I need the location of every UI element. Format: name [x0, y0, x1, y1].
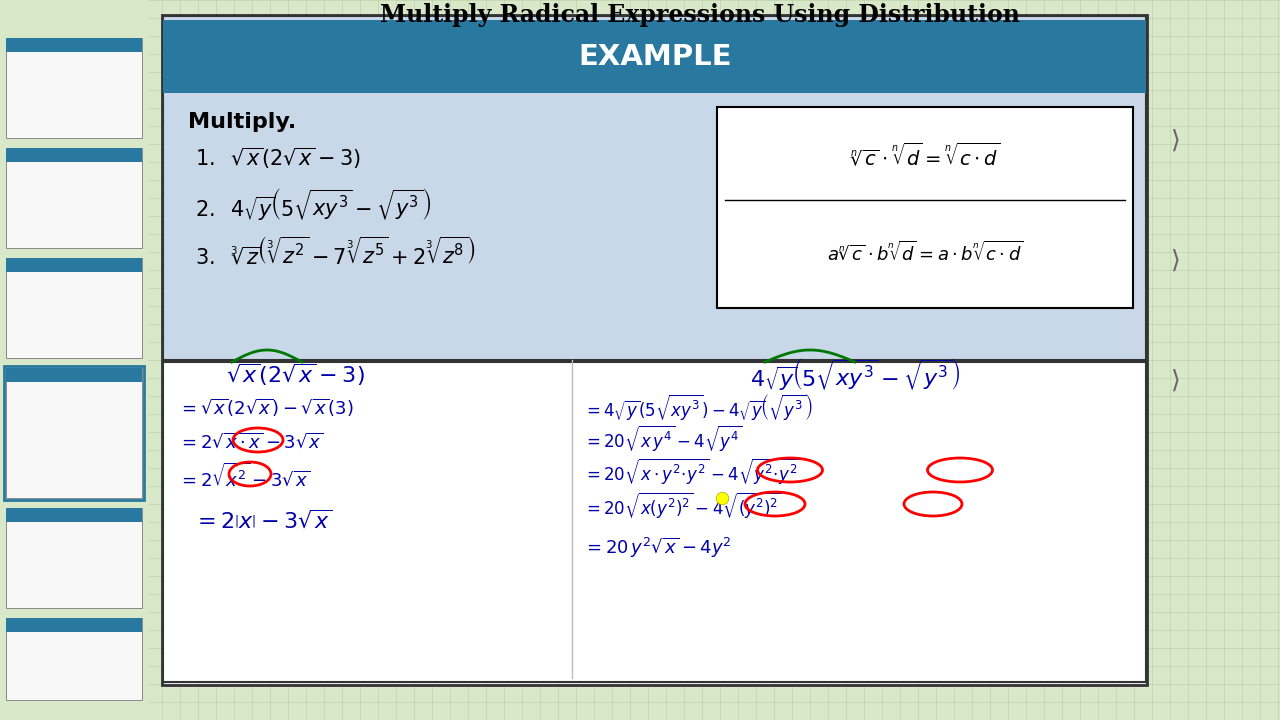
FancyBboxPatch shape: [6, 258, 142, 358]
Text: $=2\sqrt{x^2}-3\sqrt{x}$: $=2\sqrt{x^2}-3\sqrt{x}$: [178, 462, 310, 490]
FancyBboxPatch shape: [6, 148, 142, 162]
Text: $=2\left|x\right|-3\sqrt{x}$: $=2\left|x\right|-3\sqrt{x}$: [193, 508, 333, 531]
Text: Multiply.: Multiply.: [188, 112, 296, 132]
Text: $=20\,y^2\sqrt{x}-4y^2$: $=20\,y^2\sqrt{x}-4y^2$: [582, 536, 731, 560]
FancyBboxPatch shape: [163, 15, 1147, 685]
Text: $\sqrt[n]{c}\cdot\sqrt[n]{d}=\sqrt[n]{c\cdot d}$: $\sqrt[n]{c}\cdot\sqrt[n]{d}=\sqrt[n]{c\…: [850, 141, 1001, 169]
Text: $\rangle$: $\rangle$: [1170, 127, 1180, 153]
Text: $\mathit{3.}\;\;\sqrt[3]{z}\!\left(\sqrt[3]{z^2}-7\sqrt[3]{z^5}+2\sqrt[3]{z^8}\r: $\mathit{3.}\;\;\sqrt[3]{z}\!\left(\sqrt…: [195, 236, 476, 268]
FancyBboxPatch shape: [6, 618, 142, 632]
Text: $\sqrt{x}(2\sqrt{x}-3)$: $\sqrt{x}(2\sqrt{x}-3)$: [225, 362, 365, 388]
FancyBboxPatch shape: [163, 16, 1146, 360]
Text: $=20\sqrt{x(y^2)^2}-4\sqrt{(y^2)^2}$: $=20\sqrt{x(y^2)^2}-4\sqrt{(y^2)^2}$: [582, 491, 782, 521]
FancyBboxPatch shape: [163, 362, 1146, 682]
FancyBboxPatch shape: [6, 508, 142, 608]
Text: $a\sqrt[n]{c}\cdot b\sqrt[n]{d}=a\cdot b\sqrt[n]{c\cdot d}$: $a\sqrt[n]{c}\cdot b\sqrt[n]{d}=a\cdot b…: [827, 240, 1024, 264]
FancyBboxPatch shape: [0, 0, 148, 720]
Text: EXAMPLE: EXAMPLE: [579, 43, 732, 71]
FancyBboxPatch shape: [6, 258, 142, 272]
Text: $\mathit{2.}\;\;4\sqrt{y}\!\left(5\sqrt{xy^3}-\sqrt{y^3}\right)$: $\mathit{2.}\;\;4\sqrt{y}\!\left(5\sqrt{…: [195, 187, 431, 223]
Text: Multiply Radical Expressions Using Distribution: Multiply Radical Expressions Using Distr…: [380, 3, 1020, 27]
Text: $\rangle$: $\rangle$: [1170, 367, 1180, 393]
Text: $=20\sqrt{x\cdot y^2\!\cdot\! y^2}-4\sqrt{y^2\!\cdot\! y^2}$: $=20\sqrt{x\cdot y^2\!\cdot\! y^2}-4\sqr…: [582, 457, 801, 487]
FancyBboxPatch shape: [6, 368, 142, 498]
Text: $=\sqrt{x}(2\sqrt{x})-\sqrt{x}(3)$: $=\sqrt{x}(2\sqrt{x})-\sqrt{x}(3)$: [178, 397, 353, 419]
FancyBboxPatch shape: [163, 20, 1146, 93]
FancyBboxPatch shape: [6, 38, 142, 52]
Text: $=2\sqrt{x\cdot x}-3\sqrt{x}$: $=2\sqrt{x\cdot x}-3\sqrt{x}$: [178, 432, 324, 451]
FancyBboxPatch shape: [6, 618, 142, 700]
FancyBboxPatch shape: [6, 508, 142, 522]
Text: $=20\sqrt{x\,y^4}-4\sqrt{y^4}$: $=20\sqrt{x\,y^4}-4\sqrt{y^4}$: [582, 424, 742, 454]
Text: $\rangle$: $\rangle$: [1170, 247, 1180, 273]
Text: $\mathit{1.}\;\;\sqrt{x}(2\sqrt{x}-3)$: $\mathit{1.}\;\;\sqrt{x}(2\sqrt{x}-3)$: [195, 145, 361, 171]
FancyBboxPatch shape: [6, 368, 142, 382]
Text: $4\sqrt{y}\!\left(5\sqrt{xy^3}-\sqrt{y^3}\right)$: $4\sqrt{y}\!\left(5\sqrt{xy^3}-\sqrt{y^3…: [750, 357, 960, 393]
Text: $=4\sqrt{y}(5\sqrt{xy^3})-4\sqrt{y}\!\left(\sqrt{y^3}\right)$: $=4\sqrt{y}(5\sqrt{xy^3})-4\sqrt{y}\!\le…: [582, 393, 813, 423]
FancyBboxPatch shape: [6, 148, 142, 248]
FancyBboxPatch shape: [6, 38, 142, 138]
FancyBboxPatch shape: [717, 107, 1133, 308]
